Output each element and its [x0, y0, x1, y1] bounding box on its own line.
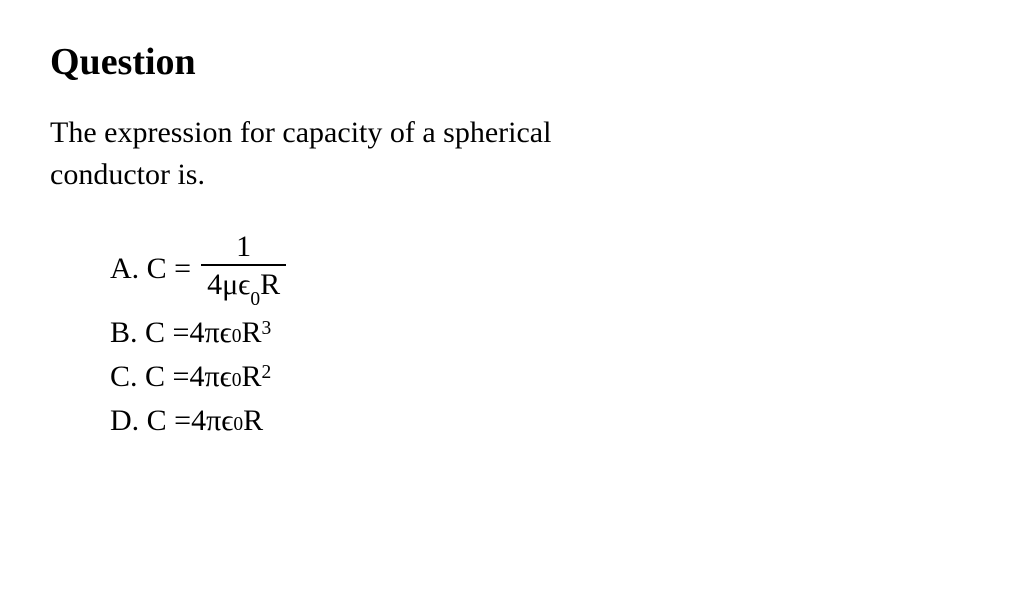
- option-b-sup: 3: [262, 318, 272, 340]
- option-b-expression: B. C = 4πϵ0R3: [110, 316, 271, 350]
- option-a-den-part2: R: [260, 268, 280, 301]
- option-d-label: D. C =: [110, 404, 191, 438]
- option-c: C. C = 4πϵ0R2: [110, 360, 974, 394]
- option-c-part2: R: [242, 360, 262, 394]
- option-d-sub: 0: [233, 414, 243, 436]
- option-b: B. C = 4πϵ0R3: [110, 316, 974, 350]
- option-d-expression: D. C = 4πϵ0R: [110, 404, 263, 438]
- question-stem: The expression for capacity of a spheric…: [50, 112, 974, 196]
- option-c-part1: 4πϵ: [189, 360, 231, 394]
- option-a-den-part1: 4μϵ: [207, 268, 250, 301]
- option-a-denominator: 4μϵ0R: [201, 264, 286, 306]
- options-block: A. C = 1 4μϵ0R B. C = 4πϵ0R3 C. C = 4πϵ0…: [50, 232, 974, 438]
- option-c-label: C. C =: [110, 360, 189, 394]
- option-a: A. C = 1 4μϵ0R: [110, 232, 974, 306]
- stem-line-2: conductor is.: [50, 158, 205, 191]
- option-d-part1: 4πϵ: [191, 404, 233, 438]
- stem-line-1: The expression for capacity of a spheric…: [50, 116, 551, 149]
- option-a-numerator: 1: [226, 232, 261, 264]
- option-a-den-sub: 0: [250, 289, 260, 310]
- option-b-part1: 4πϵ: [189, 316, 231, 350]
- option-c-sup: 2: [262, 362, 272, 384]
- option-c-expression: C. C = 4πϵ0R2: [110, 360, 271, 394]
- option-b-part2: R: [242, 316, 262, 350]
- option-a-label: A. C =: [110, 252, 191, 286]
- option-a-fraction: 1 4μϵ0R: [201, 232, 286, 306]
- option-b-sub: 0: [232, 326, 242, 348]
- option-d-part2: R: [243, 404, 263, 438]
- option-d: D. C = 4πϵ0R: [110, 404, 974, 438]
- question-heading: Question: [50, 40, 974, 84]
- option-c-sub: 0: [232, 370, 242, 392]
- option-b-label: B. C =: [110, 316, 189, 350]
